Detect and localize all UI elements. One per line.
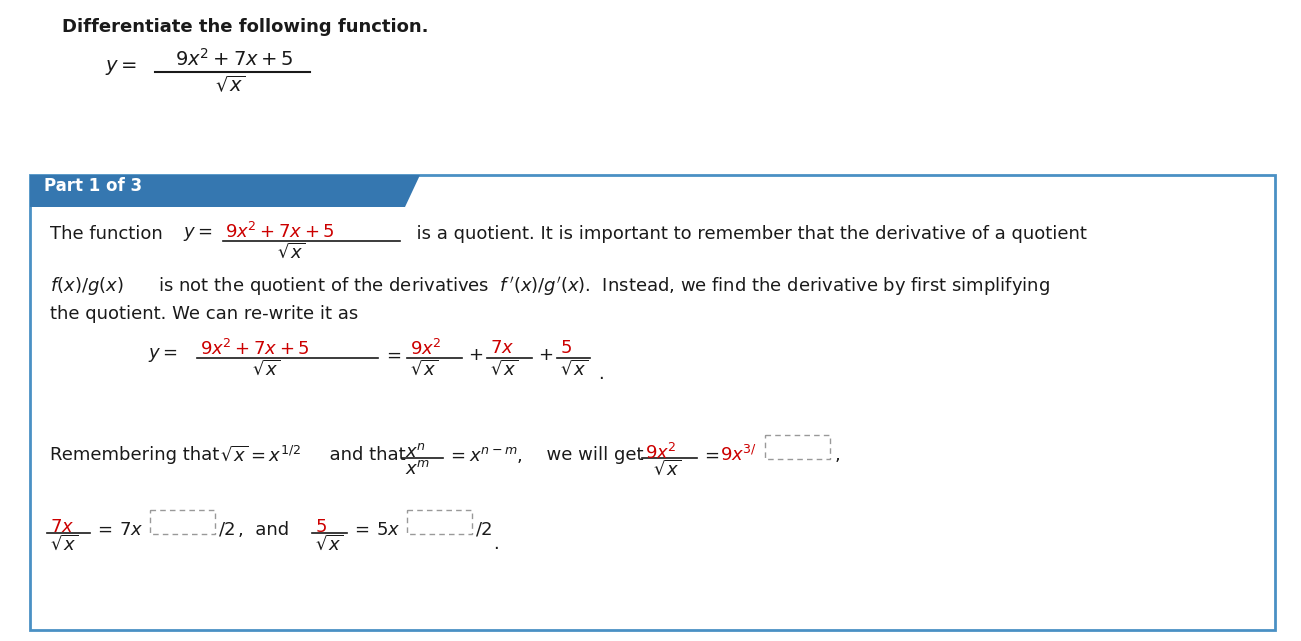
- Text: $\sqrt{x}$: $\sqrt{x}$: [559, 360, 588, 379]
- Text: $.$: $.$: [598, 365, 604, 383]
- Text: $\sqrt{x}$: $\sqrt{x}$: [49, 535, 78, 554]
- Text: ,  and: , and: [238, 521, 301, 539]
- Text: $\sqrt{x}$: $\sqrt{x}$: [653, 460, 682, 479]
- Text: $9x^2$: $9x^2$: [645, 443, 677, 463]
- FancyBboxPatch shape: [407, 510, 472, 534]
- FancyBboxPatch shape: [765, 435, 830, 459]
- Text: $= x^{n-m},$: $= x^{n-m},$: [448, 445, 523, 465]
- Text: Remembering that: Remembering that: [49, 446, 230, 464]
- Text: $7x$: $7x$: [490, 339, 514, 357]
- Text: The function: The function: [49, 225, 174, 243]
- Text: is a quotient. It is important to remember that the derivative of a quotient: is a quotient. It is important to rememb…: [405, 225, 1086, 243]
- FancyBboxPatch shape: [150, 510, 215, 534]
- Text: $y =$: $y =$: [183, 225, 213, 243]
- Text: $+$: $+$: [468, 346, 483, 364]
- Text: $y =$: $y =$: [148, 346, 178, 364]
- Text: Differentiate the following function.: Differentiate the following function.: [62, 18, 428, 36]
- Text: $/2$: $/2$: [475, 521, 492, 539]
- Text: ,: ,: [835, 446, 840, 464]
- Text: $\sqrt{x}$: $\sqrt{x}$: [315, 535, 343, 554]
- Text: $/2$: $/2$: [219, 521, 235, 539]
- Text: $= \, 7x$: $= \, 7x$: [94, 521, 143, 539]
- Text: $= \, 5x$: $= \, 5x$: [351, 521, 401, 539]
- Text: $\sqrt{x}$: $\sqrt{x}$: [410, 360, 438, 379]
- Text: $7x$: $7x$: [49, 518, 74, 536]
- Text: is not the quotient of the derivatives  $f\,'(x)/g'(x)$.  Instead, we find the d: is not the quotient of the derivatives $…: [147, 275, 1050, 298]
- Text: $f(x)/g(x)$: $f(x)/g(x)$: [49, 275, 124, 297]
- FancyBboxPatch shape: [30, 175, 1275, 630]
- Text: $x^n$: $x^n$: [405, 443, 427, 461]
- Text: $5$: $5$: [315, 518, 327, 536]
- Text: Part 1 of 3: Part 1 of 3: [44, 177, 142, 195]
- Text: $\sqrt{x} = x^{1/2}$: $\sqrt{x} = x^{1/2}$: [220, 445, 301, 465]
- Text: $\sqrt{x}$: $\sqrt{x}$: [277, 243, 306, 262]
- Text: $x^m$: $x^m$: [405, 460, 431, 478]
- Text: $9x^{3/}$: $9x^{3/}$: [719, 445, 757, 465]
- Text: $+$: $+$: [539, 346, 553, 364]
- Text: $9x^2 + 7x + 5$: $9x^2 + 7x + 5$: [176, 48, 294, 70]
- Text: $9x^2 + 7x + 5$: $9x^2 + 7x + 5$: [225, 222, 334, 242]
- Text: $\sqrt{x}$: $\sqrt{x}$: [252, 360, 281, 379]
- Text: $5$: $5$: [559, 339, 572, 357]
- Text: $9x^2 + 7x + 5$: $9x^2 + 7x + 5$: [200, 339, 310, 359]
- Text: we will get: we will get: [535, 446, 654, 464]
- Text: $= $: $= $: [701, 446, 719, 464]
- Text: the quotient. We can re-write it as: the quotient. We can re-write it as: [49, 305, 358, 323]
- Text: $y =$: $y =$: [105, 58, 137, 77]
- Text: and that: and that: [317, 446, 418, 464]
- Text: $\sqrt{x}$: $\sqrt{x}$: [490, 360, 519, 379]
- Text: $\sqrt{x}$: $\sqrt{x}$: [215, 74, 246, 95]
- Text: $9x^2$: $9x^2$: [410, 339, 441, 359]
- Polygon shape: [30, 175, 420, 207]
- Text: $.$: $.$: [493, 535, 498, 553]
- Text: $=$: $=$: [382, 346, 402, 364]
